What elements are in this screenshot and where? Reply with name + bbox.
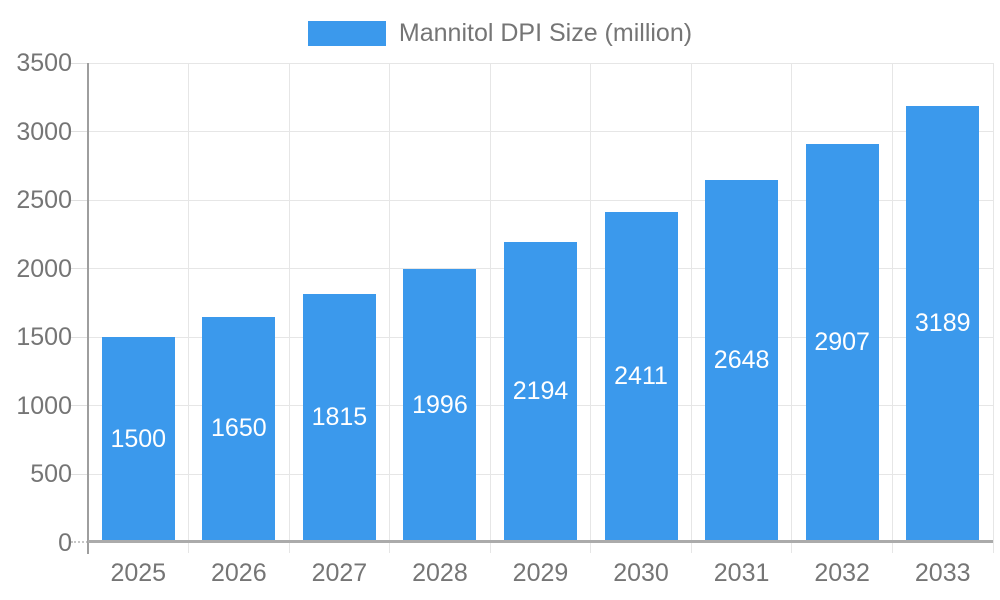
bar-value-label: 1815 — [311, 403, 368, 432]
x-axis-label-2027: 2027 — [311, 559, 368, 587]
gridline-v-7 — [791, 63, 793, 553]
legend-swatch — [307, 20, 386, 46]
legend-label: Mannitol DPI Size (million) — [398, 19, 693, 47]
y-axis-label-1000: 1000 — [16, 391, 72, 420]
bar-2030[interactable]: 2411 — [604, 212, 678, 540]
bar-value-label: 1650 — [211, 414, 267, 443]
y-tick-2000 — [71, 268, 88, 270]
gridline-v-8 — [891, 63, 893, 553]
plot-area: 1500 1650 1815 1996 2194 2411 2648 2907 3189 — [71, 62, 994, 554]
y-axis-label-2500: 2500 — [16, 186, 72, 215]
x-axis-label-2026: 2026 — [211, 559, 267, 587]
gridline-v-9 — [992, 63, 994, 553]
bar-2026[interactable]: 1650 — [202, 316, 276, 540]
y-axis-label-500: 500 — [30, 460, 72, 489]
bar-2025[interactable]: 1500 — [101, 337, 175, 540]
bar-2032[interactable]: 2907 — [805, 144, 879, 540]
gridline-v-1 — [188, 63, 190, 553]
bar-value-label: 2907 — [814, 328, 870, 357]
gridline-v-4 — [489, 63, 491, 553]
bar-value-label: 2411 — [614, 362, 668, 391]
bar-value-label: 3189 — [914, 308, 971, 337]
x-axis-baseline — [88, 540, 993, 543]
gridline-h-3500 — [88, 62, 993, 64]
bar-value-label: 2194 — [512, 377, 569, 406]
bar-value-label: 1500 — [110, 424, 167, 453]
x-axis-label-2030: 2030 — [613, 559, 669, 587]
bar-2029[interactable]: 2194 — [504, 242, 577, 540]
gridline-v-3 — [389, 63, 391, 553]
x-axis-label-2032: 2032 — [814, 559, 870, 587]
bar-2028[interactable]: 1996 — [403, 269, 477, 540]
y-tick-1500 — [71, 336, 88, 338]
x-axis-label-2033: 2033 — [914, 559, 971, 587]
y-tick-1000 — [71, 405, 88, 407]
gridline-v-6 — [690, 63, 692, 553]
gridline-v-2 — [288, 63, 290, 553]
gridline-h-3000 — [88, 131, 993, 133]
bar-2031[interactable]: 2648 — [705, 179, 779, 540]
y-tick-2500 — [71, 199, 88, 201]
y-axis-label-2000: 2000 — [16, 254, 72, 283]
gridline-h-2500 — [88, 199, 993, 201]
x-axis-label-2028: 2028 — [412, 559, 468, 587]
legend[interactable]: Mannitol DPI Size (million) — [0, 20, 1000, 46]
y-axis-label-3000: 3000 — [16, 117, 72, 146]
bar-2027[interactable]: 1815 — [302, 294, 376, 540]
x-axis-label-2031: 2031 — [713, 559, 770, 587]
y-tick-3000 — [71, 131, 88, 133]
y-tick-0 — [71, 540, 88, 543]
y-axis-line — [87, 63, 89, 554]
bar-value-label: 1996 — [412, 390, 468, 419]
y-tick-3500 — [71, 62, 88, 64]
x-axis-label-2025: 2025 — [110, 559, 167, 587]
y-tick-500 — [71, 473, 88, 475]
y-axis-label-3500: 3500 — [16, 49, 72, 77]
x-axis-label-2029: 2029 — [512, 559, 569, 587]
gridline-v-5 — [590, 63, 592, 553]
bar-value-label: 2648 — [713, 345, 770, 374]
bar-2033[interactable]: 3189 — [906, 105, 980, 540]
y-axis-label-1500: 1500 — [16, 323, 72, 352]
y-axis-label-0: 0 — [58, 529, 72, 557]
